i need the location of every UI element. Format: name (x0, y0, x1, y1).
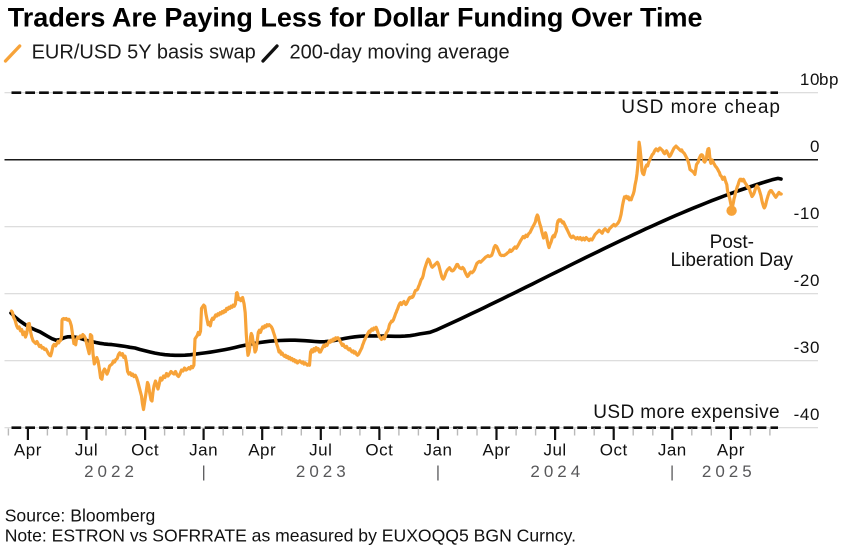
svg-text:-10: -10 (794, 204, 820, 223)
svg-text:-20: -20 (794, 271, 820, 290)
svg-text:Apr: Apr (717, 440, 745, 459)
svg-text:EUR/USD 5Y basis swap: EUR/USD 5Y basis swap (32, 42, 256, 64)
svg-text:Jul: Jul (543, 440, 566, 459)
svg-text:USD more expensive: USD more expensive (593, 402, 780, 423)
svg-text:Jan: Jan (658, 440, 687, 459)
svg-text:2023: 2023 (296, 462, 350, 481)
svg-text:Source: Bloomberg: Source: Bloomberg (5, 506, 156, 526)
svg-text:Jan: Jan (424, 440, 453, 459)
svg-text:Jul: Jul (309, 440, 332, 459)
svg-text:|: | (670, 464, 674, 481)
svg-text:Post-: Post- (710, 232, 754, 253)
svg-text:Liberation Day: Liberation Day (671, 250, 794, 271)
svg-text:Oct: Oct (600, 440, 628, 459)
svg-text:Apr: Apr (248, 440, 276, 459)
svg-text:bp: bp (819, 70, 839, 89)
svg-text:Oct: Oct (365, 440, 393, 459)
svg-text:Note: ESTRON vs SOFRRATE as me: Note: ESTRON vs SOFRRATE as measured by … (5, 526, 576, 546)
svg-text:2022: 2022 (84, 462, 138, 481)
svg-text:200-day moving average: 200-day moving average (290, 42, 510, 64)
svg-text:Oct: Oct (131, 440, 159, 459)
svg-text:|: | (202, 464, 206, 481)
svg-text:-40: -40 (794, 405, 820, 424)
svg-text:Apr: Apr (14, 440, 42, 459)
svg-text:10: 10 (800, 70, 820, 89)
svg-text:0: 0 (810, 137, 820, 156)
svg-text:Jan: Jan (189, 440, 218, 459)
svg-text:Jul: Jul (75, 440, 98, 459)
svg-text:2025: 2025 (702, 462, 756, 481)
svg-text:Traders Are Paying Less for Do: Traders Are Paying Less for Dollar Fundi… (8, 2, 703, 32)
svg-text:-30: -30 (794, 338, 820, 357)
svg-text:USD more cheap: USD more cheap (621, 97, 781, 118)
svg-text:Apr: Apr (483, 440, 511, 459)
svg-text:|: | (436, 464, 440, 481)
svg-text:2024: 2024 (530, 462, 584, 481)
